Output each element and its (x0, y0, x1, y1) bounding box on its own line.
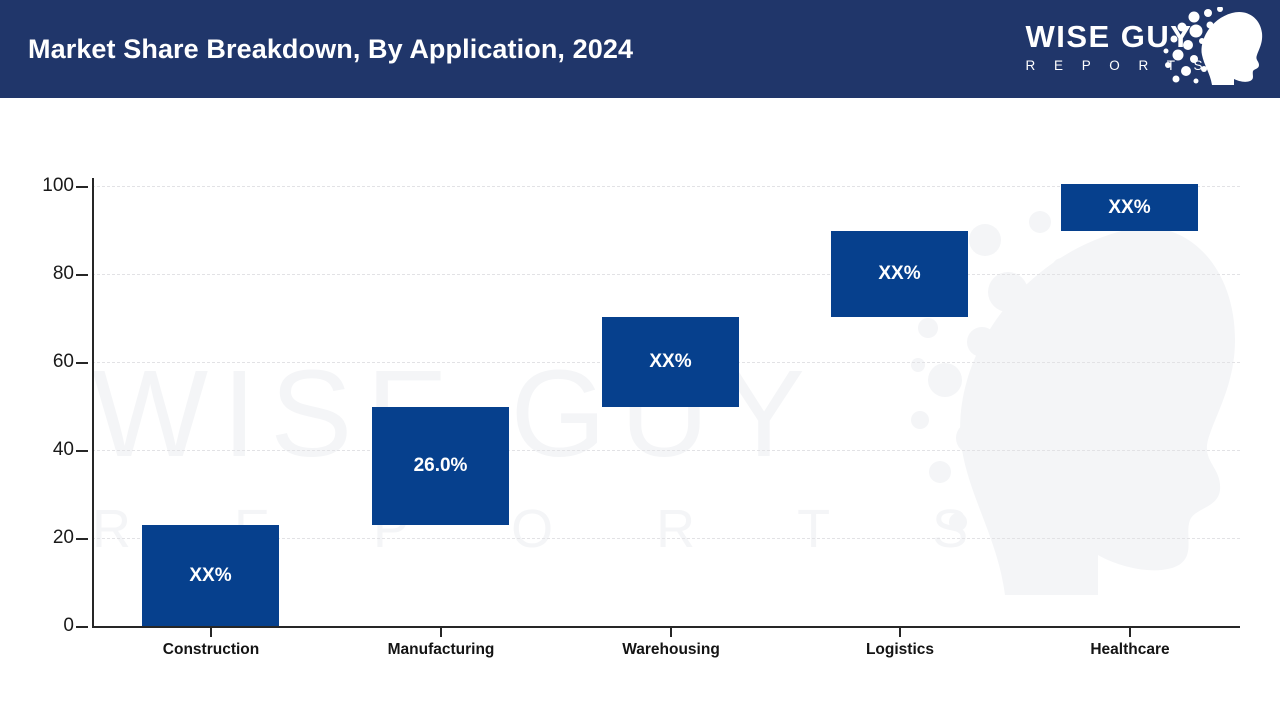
bar-construction[interactable]: XX% (142, 525, 279, 626)
chart-canvas: WISE GUY R E P O R T S (0, 98, 1280, 720)
x-axis-label-healthcare: Healthcare (1090, 641, 1170, 658)
y-axis-label-60: 60 (52, 351, 74, 372)
bar-label-logistics: XX% (878, 263, 921, 284)
x-axis-label-warehousing: Warehousing (622, 641, 720, 658)
x-tick-healthcare (1129, 628, 1131, 637)
bar-label-manufacturing: 26.0% (413, 455, 468, 476)
x-axis-label-logistics: Logistics (865, 641, 935, 658)
bar-manufacturing[interactable]: 26.0% (372, 407, 509, 525)
logo-sub-text: R E P O R T S (1025, 58, 1210, 74)
x-axis-label-construction: Construction (162, 641, 260, 658)
y-axis-label-20: 20 (52, 527, 74, 548)
x-tick-warehousing (670, 628, 672, 637)
gridline-100 (92, 186, 1240, 187)
bar-warehousing[interactable]: XX% (602, 317, 739, 407)
wiseguy-head-icon (1160, 6, 1270, 92)
brand-logo: WISE GUY R E P O R T S (1022, 3, 1272, 95)
y-tick-0 (76, 626, 88, 628)
y-axis-line (92, 178, 95, 627)
x-axis-line (92, 626, 1240, 629)
bar-logistics[interactable]: XX% (831, 231, 968, 317)
x-axis-label-manufacturing: Manufacturing (387, 641, 495, 658)
bar-label-warehousing: XX% (649, 351, 692, 372)
y-axis-label-0: 0 (63, 615, 74, 636)
y-axis-label-80: 80 (52, 263, 74, 284)
logo-text-block: WISE GUY R E P O R T S (1025, 21, 1272, 77)
y-tick-40 (76, 450, 88, 452)
y-tick-20 (76, 538, 88, 540)
header-bar: Market Share Breakdown, By Application, … (0, 0, 1280, 98)
y-tick-100 (76, 186, 88, 188)
bar-healthcare[interactable]: XX% (1061, 184, 1198, 231)
y-tick-60 (76, 362, 88, 364)
page-title: Market Share Breakdown, By Application, … (28, 33, 634, 64)
y-axis-label-100: 100 (42, 175, 74, 196)
bar-label-construction: XX% (189, 564, 232, 586)
gridline-20 (92, 538, 1240, 539)
y-axis-label-40: 40 (52, 439, 74, 460)
gridline-80 (92, 274, 1240, 275)
x-tick-logistics (899, 628, 901, 637)
bar-label-healthcare: XX% (1108, 196, 1151, 218)
gridline-40 (92, 450, 1240, 451)
x-tick-construction (210, 628, 212, 637)
y-tick-80 (76, 274, 88, 276)
plot-area: 100 80 60 40 20 0 XX% 26.0% XX% XX% XX% (0, 98, 1280, 720)
x-tick-manufacturing (440, 628, 442, 637)
logo-main-text: WISE GUY (1025, 19, 1193, 55)
